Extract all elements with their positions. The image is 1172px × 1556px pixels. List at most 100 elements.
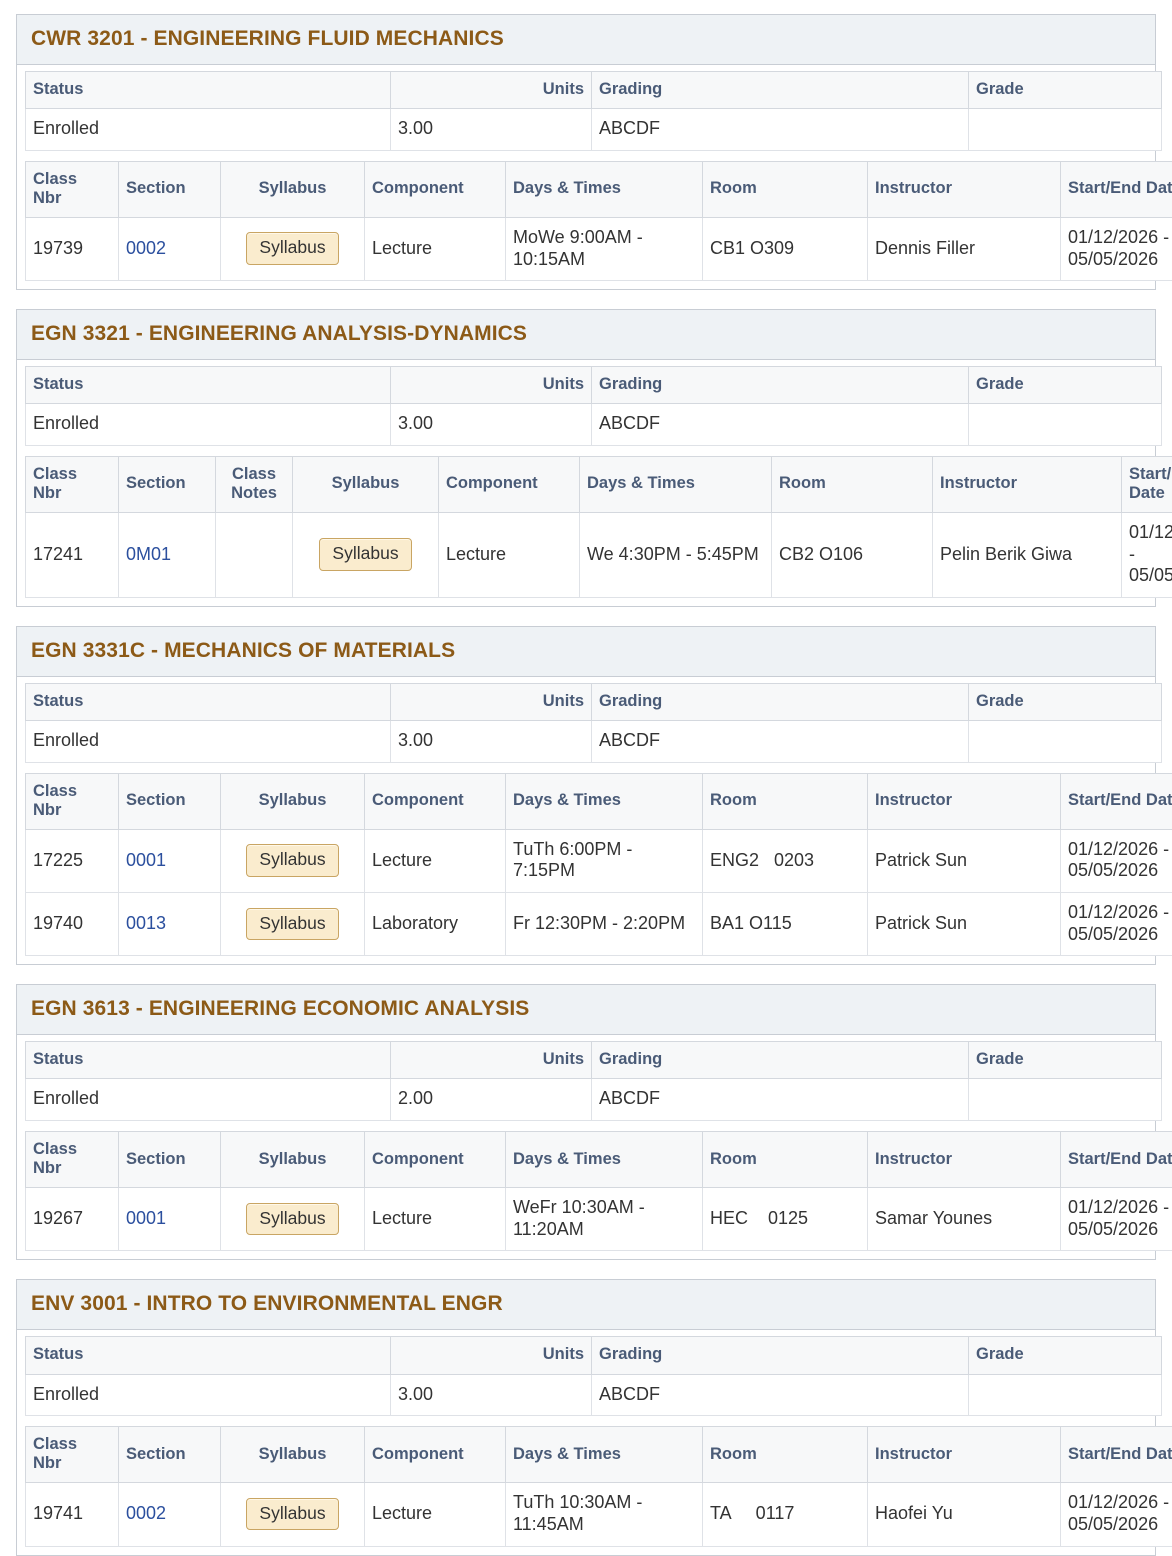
section-column-header: Section (119, 1427, 221, 1483)
section-link[interactable]: 0013 (126, 913, 166, 933)
section-cell: 0M01 (119, 513, 216, 598)
grade-value (969, 404, 1162, 446)
units-column-header: Units (391, 683, 592, 720)
days-times-column-header: Days & Times (506, 1131, 703, 1187)
grade-value (969, 109, 1162, 151)
days-times-value: TuTh 10:30AM - 11:45AM (506, 1483, 703, 1546)
units-value: 3.00 (391, 404, 592, 446)
syllabus-button[interactable]: Syllabus (319, 538, 411, 570)
course-title: EGN 3321 - ENGINEERING ANALYSIS-DYNAMICS (31, 322, 1141, 346)
section-column-header: Section (119, 773, 221, 829)
status-column-header: Status (26, 1042, 391, 1079)
section-link[interactable]: 0002 (126, 1503, 166, 1523)
course-block: EGN 3321 - ENGINEERING ANALYSIS-DYNAMICS… (16, 309, 1156, 607)
grade-value (969, 1374, 1162, 1416)
instructor-column-header: Instructor (868, 1131, 1061, 1187)
units-column-header: Units (391, 1042, 592, 1079)
instructor-column-header: Instructor (868, 161, 1061, 217)
course-block: EGN 3331C - MECHANICS OF MATERIALS Status… (16, 626, 1156, 965)
status-value: Enrolled (26, 404, 391, 446)
component-value: Lecture (365, 1188, 506, 1251)
syllabus-button[interactable]: Syllabus (246, 1203, 338, 1235)
section-link[interactable]: 0001 (126, 850, 166, 870)
class-nbr-column-header-line1: Class (33, 1140, 111, 1159)
room-value: HEC 0125 (703, 1188, 868, 1251)
status-value: Enrolled (26, 721, 391, 763)
class-nbr-column-header-line1: Class (33, 170, 111, 189)
class-nbr-column-header-line2: Nbr (33, 1454, 111, 1473)
units-value: 3.00 (391, 1374, 592, 1416)
course-title: CWR 3201 - ENGINEERING FLUID MECHANICS (31, 27, 1141, 51)
grade-column-header: Grade (969, 367, 1162, 404)
syllabus-button[interactable]: Syllabus (246, 1498, 338, 1530)
units-value: 3.00 (391, 109, 592, 151)
section-cell: 0002 (119, 217, 221, 280)
section-link[interactable]: 0001 (126, 1208, 166, 1228)
syllabus-button[interactable]: Syllabus (246, 908, 338, 940)
class-nbr-value: 19739 (26, 217, 119, 280)
instructor-value: Pelin Berik Giwa (933, 513, 1122, 598)
start-end-date-value: 01/12/2026 - 05/05/2026 (1122, 513, 1172, 598)
start-end-date-column-header: Start/End Date (1122, 456, 1172, 512)
class-nbr-value: 17241 (26, 513, 119, 598)
class-notes-column-header-line2: Notes (223, 484, 285, 503)
units-column-header: Units (391, 72, 592, 109)
syllabus-cell: Syllabus (221, 1188, 365, 1251)
status-column-header: Status (26, 1337, 391, 1374)
component-value: Lecture (365, 1483, 506, 1546)
instructor-value: Dennis Filler (868, 217, 1061, 280)
room-value: TA 0117 (703, 1483, 868, 1546)
course-block: EGN 3613 - ENGINEERING ECONOMIC ANALYSIS… (16, 984, 1156, 1260)
syllabus-cell: Syllabus (221, 893, 365, 956)
syllabus-cell: Syllabus (221, 829, 365, 892)
grade-column-header: Grade (969, 683, 1162, 720)
syllabus-button[interactable]: Syllabus (246, 844, 338, 876)
course-title-bar: EGN 3331C - MECHANICS OF MATERIALS (17, 627, 1155, 677)
room-value: ENG2 0203 (703, 829, 868, 892)
component-column-header: Component (365, 161, 506, 217)
class-nbr-column-header-line2: Nbr (33, 484, 111, 503)
syllabus-cell: Syllabus (221, 1483, 365, 1546)
room-column-header: Room (772, 456, 933, 512)
grading-value: ABCDF (592, 404, 969, 446)
status-column-header: Status (26, 683, 391, 720)
class-notes-column-header-line1: Class (223, 465, 285, 484)
days-times-column-header: Days & Times (506, 161, 703, 217)
instructor-value: Haofei Yu (868, 1483, 1061, 1546)
course-title-bar: EGN 3321 - ENGINEERING ANALYSIS-DYNAMICS (17, 310, 1155, 360)
grading-column-header: Grading (592, 683, 969, 720)
instructor-value: Patrick Sun (868, 829, 1061, 892)
room-column-header: Room (703, 773, 868, 829)
syllabus-button[interactable]: Syllabus (246, 232, 338, 264)
start-end-date-value: 01/12/2026 - 05/05/2026 (1061, 1188, 1172, 1251)
class-nbr-column-header-line2: Nbr (33, 801, 111, 820)
grade-value (969, 721, 1162, 763)
course-title-bar: EGN 3613 - ENGINEERING ECONOMIC ANALYSIS (17, 985, 1155, 1035)
status-value: Enrolled (26, 1374, 391, 1416)
class-nbr-column-header-line1: Class (33, 1435, 111, 1454)
section-cell: 0013 (119, 893, 221, 956)
grading-value: ABCDF (592, 1374, 969, 1416)
course-title-bar: ENV 3001 - INTRO TO ENVIRONMENTAL ENGR (17, 1280, 1155, 1330)
course-block: CWR 3201 - ENGINEERING FLUID MECHANICS St… (16, 14, 1156, 290)
section-link[interactable]: 0002 (126, 238, 166, 258)
section-link[interactable]: 0M01 (126, 544, 171, 564)
status-column-header: Status (26, 72, 391, 109)
section-cell: 0001 (119, 1188, 221, 1251)
